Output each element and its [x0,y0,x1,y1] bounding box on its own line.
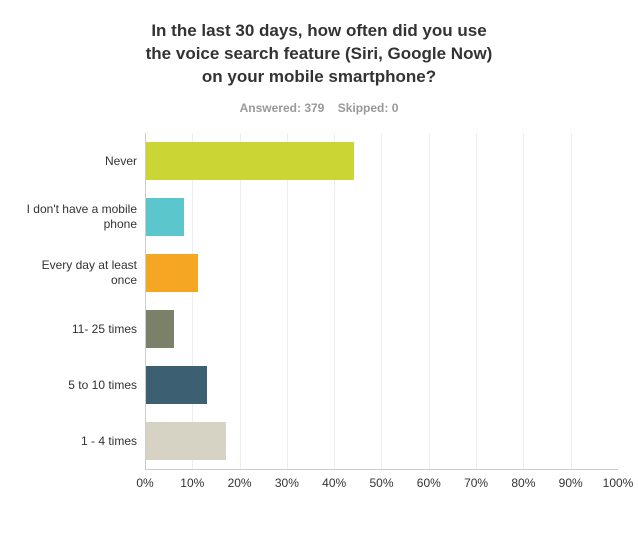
chart-title: In the last 30 days, how often did you u… [20,20,618,89]
skipped-label: Skipped: [338,101,389,115]
bar [146,254,198,292]
bar [146,366,207,404]
title-line-1: In the last 30 days, how often did you u… [151,21,486,40]
bar-row [146,245,618,301]
bar-row [146,133,618,189]
x-tick: 70% [464,476,488,490]
skipped-value: 0 [392,101,399,115]
y-label: 1 - 4 times [20,413,145,469]
answered-value: 379 [304,101,324,115]
y-label: I don't have a mobile phone [20,189,145,245]
title-line-2: the voice search feature (Siri, Google N… [146,44,493,63]
x-tick: 10% [180,476,204,490]
plot-area: NeverI don't have a mobile phoneEvery da… [20,133,618,470]
bar [146,422,226,460]
voice-search-chart: In the last 30 days, how often did you u… [20,20,618,494]
y-axis-labels: NeverI don't have a mobile phoneEvery da… [20,133,145,470]
y-label: Never [20,133,145,189]
x-tick: 60% [417,476,441,490]
bar-row [146,301,618,357]
x-tick: 20% [228,476,252,490]
bars-region [145,133,618,470]
bar-row [146,357,618,413]
chart-subtitle: Answered: 379 Skipped: 0 [20,101,618,115]
bar [146,310,174,348]
x-tick: 50% [369,476,393,490]
bar-row [146,413,618,469]
x-tick: 0% [136,476,153,490]
x-tick: 40% [322,476,346,490]
x-tick: 80% [511,476,535,490]
bar-row [146,189,618,245]
y-label: Every day at least once [20,245,145,301]
title-line-3: on your mobile smartphone? [202,67,436,86]
y-label: 5 to 10 times [20,357,145,413]
y-label: 11- 25 times [20,301,145,357]
x-tick: 90% [559,476,583,490]
x-tick: 30% [275,476,299,490]
answered-label: Answered: [240,101,301,115]
x-axis: 0%10%20%30%40%50%60%70%80%90%100% [145,470,618,494]
bar [146,142,354,180]
bar [146,198,184,236]
x-tick: 100% [603,476,634,490]
